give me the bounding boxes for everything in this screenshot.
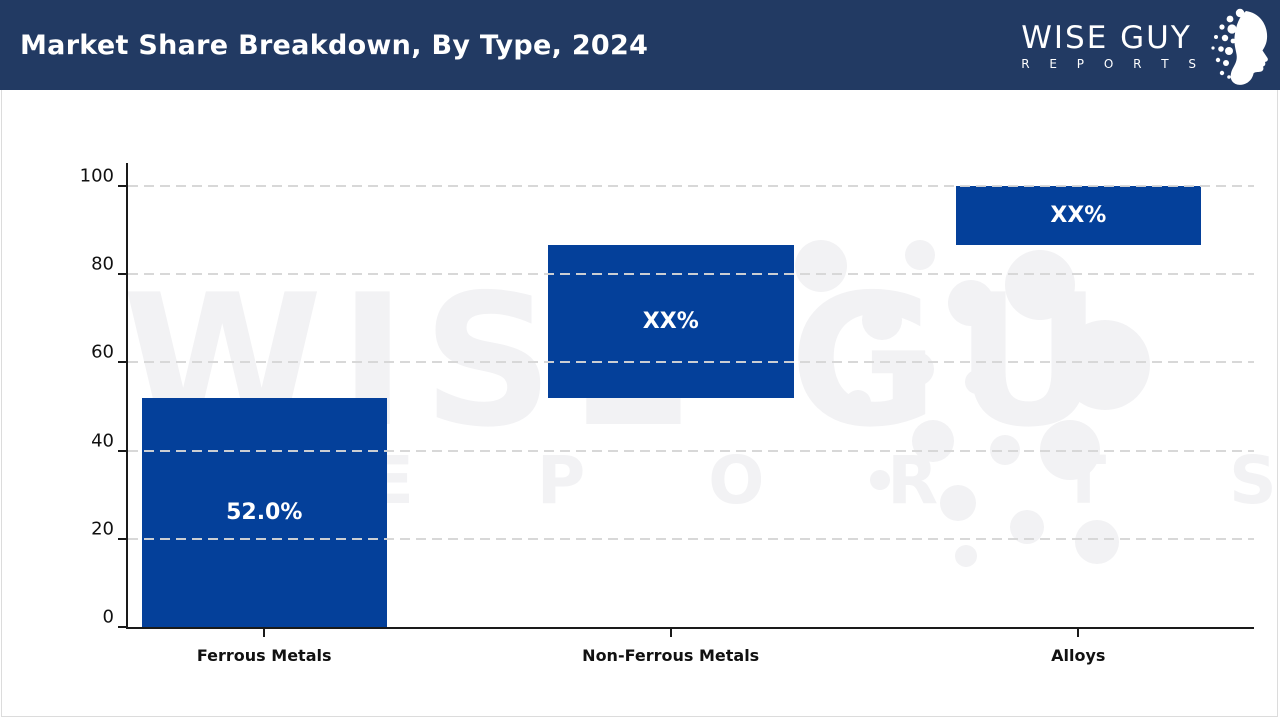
gridline-40: [128, 449, 1254, 452]
y-tick: [118, 273, 126, 276]
x-tick-label: Ferrous Metals: [196, 646, 332, 665]
y-tick: [118, 184, 126, 187]
logo-wordmark: WISE GUY: [1021, 19, 1192, 56]
wiseguy-face-icon: [1211, 8, 1268, 85]
plot: 52.0% Ferrous Metals XX% Non-Ferrous Metals…: [80, 163, 1254, 665]
y-tick-label: 0: [102, 606, 114, 628]
gridline-20: [128, 537, 1254, 540]
y-tick-label: 60: [91, 341, 114, 363]
x-tick-label: Non-Ferrous Metals: [582, 646, 760, 665]
bar-ferrous-metals: 52.0%: [141, 397, 387, 627]
bar-non-ferrous-metals: XX%: [548, 245, 794, 398]
logo-text: WISE GUY R E P O R T S: [1021, 19, 1204, 71]
y-tick: [118, 361, 126, 364]
logo-subtext: R E P O R T S: [1021, 56, 1204, 71]
y-tick: [118, 626, 126, 628]
x-tick: [1077, 629, 1080, 637]
y-tick-label: 20: [91, 518, 114, 540]
page-title: Market Share Breakdown, By Type, 2024: [20, 29, 649, 61]
y-tick: [118, 449, 126, 452]
gridline-60: [128, 361, 1254, 364]
y-tick: [118, 537, 126, 540]
bar-value-label: XX%: [1050, 202, 1107, 228]
y-tick-label: 40: [91, 430, 114, 452]
gridline-100: [128, 184, 1254, 187]
header: Market Share Breakdown, By Type, 2024 WI…: [0, 0, 1280, 90]
x-tick-label: Alloys: [1051, 646, 1106, 665]
y-tick-label: 80: [91, 253, 114, 275]
bar-value-label: XX%: [642, 308, 699, 334]
x-tick: [263, 629, 266, 637]
x-axis-line: [126, 627, 1254, 629]
bar-value-label: 52.0%: [226, 499, 303, 525]
y-axis-line: [126, 163, 128, 629]
gridline-80: [128, 273, 1254, 276]
x-tick: [669, 629, 672, 637]
bar-alloys: XX%: [955, 185, 1202, 245]
wiseguy-logo: WISE GUY R E P O R T S: [1021, 4, 1270, 88]
y-tick-label: 100: [79, 165, 114, 187]
